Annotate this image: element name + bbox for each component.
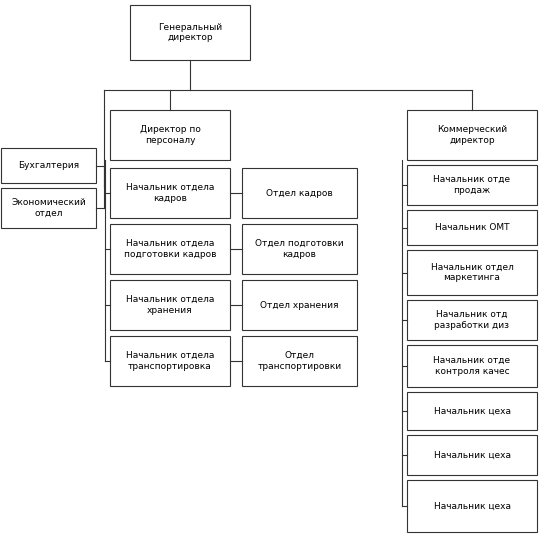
FancyBboxPatch shape	[407, 392, 537, 430]
Text: Начальник отдела
подготовки кадров: Начальник отдела подготовки кадров	[124, 239, 216, 259]
Text: Отдел
транспортировки: Отдел транспортировки	[258, 352, 341, 370]
FancyBboxPatch shape	[110, 168, 230, 218]
Text: Начальник отдела
кадров: Начальник отдела кадров	[126, 183, 214, 202]
Text: Начальник цеха: Начальник цеха	[433, 407, 511, 415]
Text: Начальник цеха: Начальник цеха	[433, 502, 511, 510]
FancyBboxPatch shape	[110, 336, 230, 386]
Text: Начальник отдел
маркетинга: Начальник отдел маркетинга	[431, 263, 513, 282]
FancyBboxPatch shape	[130, 5, 250, 60]
FancyBboxPatch shape	[407, 250, 537, 295]
FancyBboxPatch shape	[407, 300, 537, 340]
FancyBboxPatch shape	[242, 280, 357, 330]
Text: Начальник ОМТ: Начальник ОМТ	[435, 223, 509, 232]
Text: Начальник отд
разработки диз: Начальник отд разработки диз	[434, 310, 510, 330]
FancyBboxPatch shape	[110, 280, 230, 330]
Text: Начальник отдела
хранения: Начальник отдела хранения	[126, 295, 214, 315]
FancyBboxPatch shape	[407, 345, 537, 387]
Text: Отдел кадров: Отдел кадров	[266, 188, 333, 198]
Text: Генеральный
директор: Генеральный директор	[158, 23, 222, 42]
Text: Отдел подготовки
кадров: Отдел подготовки кадров	[255, 239, 344, 259]
FancyBboxPatch shape	[407, 110, 537, 160]
FancyBboxPatch shape	[407, 435, 537, 475]
FancyBboxPatch shape	[242, 224, 357, 274]
FancyBboxPatch shape	[1, 188, 96, 228]
FancyBboxPatch shape	[242, 168, 357, 218]
Text: Директор по
персоналу: Директор по персоналу	[140, 125, 200, 145]
FancyBboxPatch shape	[242, 336, 357, 386]
FancyBboxPatch shape	[110, 110, 230, 160]
Text: Экономический
отдел: Экономический отдел	[11, 198, 86, 218]
FancyBboxPatch shape	[407, 210, 537, 245]
FancyBboxPatch shape	[407, 480, 537, 532]
FancyBboxPatch shape	[407, 165, 537, 205]
FancyBboxPatch shape	[110, 224, 230, 274]
Text: Начальник отдела
транспортировка: Начальник отдела транспортировка	[126, 352, 214, 370]
Text: Отдел хранения: Отдел хранения	[260, 300, 339, 309]
Text: Бухгалтерия: Бухгалтерия	[18, 161, 79, 170]
Text: Начальник цеха: Начальник цеха	[433, 450, 511, 460]
Text: Коммерческий
директор: Коммерческий директор	[437, 125, 507, 145]
FancyBboxPatch shape	[1, 148, 96, 183]
Text: Начальник отде
продаж: Начальник отде продаж	[433, 176, 511, 195]
Text: Начальник отде
контроля качес: Начальник отде контроля качес	[433, 356, 511, 376]
